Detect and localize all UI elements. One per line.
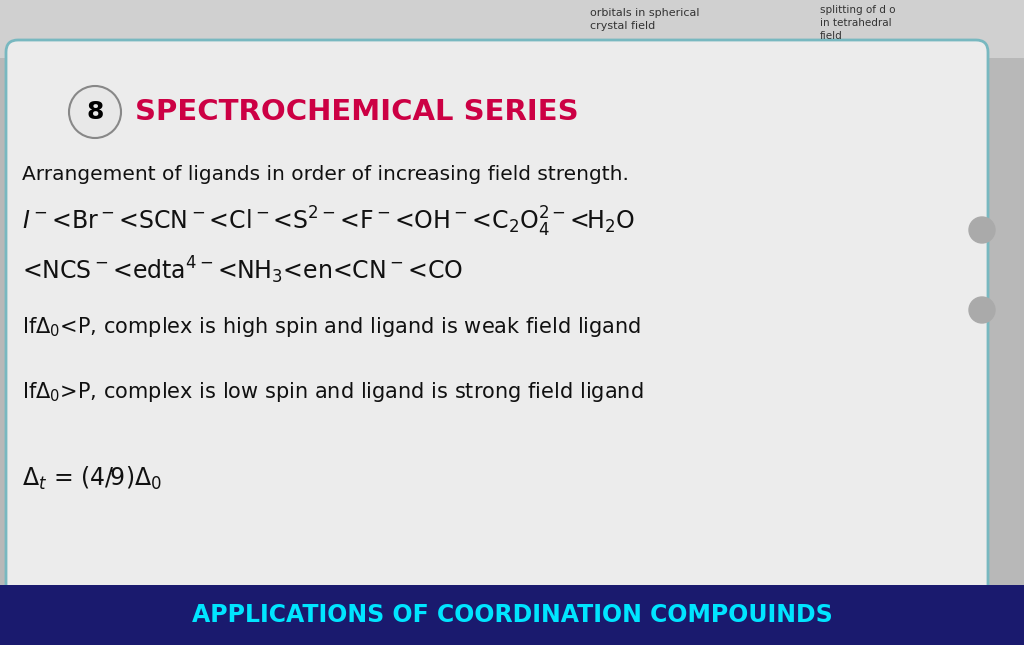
Bar bbox=[0, 585, 1024, 645]
Text: <NCS$^-$<edta$^{4-}$<NH$_3$<en<CN$^-$<CO: <NCS$^-$<edta$^{4-}$<NH$_3$<en<CN$^-$<CO bbox=[22, 255, 463, 286]
Text: APPLICATIONS OF COORDINATION COMPOUINDS: APPLICATIONS OF COORDINATION COMPOUINDS bbox=[191, 603, 833, 627]
Bar bbox=[0, 0, 1024, 58]
Text: $I^-$<Br$^-$<SCN$^-$<Cl$^-$<S$^{2-}$<F$^-$<OH$^-$<C$_2$O$_4^{2-}$<H$_2$O: $I^-$<Br$^-$<SCN$^-$<Cl$^-$<S$^{2-}$<F$^… bbox=[22, 205, 635, 239]
Text: $\Delta_t$ = (4/9)$\Delta_0$: $\Delta_t$ = (4/9)$\Delta_0$ bbox=[22, 465, 162, 492]
Text: If$\Delta_0$>P, complex is low spin and ligand is strong field ligand: If$\Delta_0$>P, complex is low spin and … bbox=[22, 380, 643, 404]
Circle shape bbox=[69, 86, 121, 138]
Text: 8: 8 bbox=[86, 100, 103, 124]
Text: SPECTROCHEMICAL SERIES: SPECTROCHEMICAL SERIES bbox=[135, 98, 579, 126]
Text: splitting of d o
in tetrahedral
field: splitting of d o in tetrahedral field bbox=[820, 5, 896, 41]
Circle shape bbox=[969, 297, 995, 323]
Text: orbitals in spherical
crystal field: orbitals in spherical crystal field bbox=[590, 8, 699, 31]
Text: If$\Delta_0$<P, complex is high spin and ligand is weak field ligand: If$\Delta_0$<P, complex is high spin and… bbox=[22, 315, 641, 339]
Circle shape bbox=[969, 217, 995, 243]
Text: Arrangement of ligands in order of increasing field strength.: Arrangement of ligands in order of incre… bbox=[22, 165, 629, 184]
FancyBboxPatch shape bbox=[6, 40, 988, 602]
